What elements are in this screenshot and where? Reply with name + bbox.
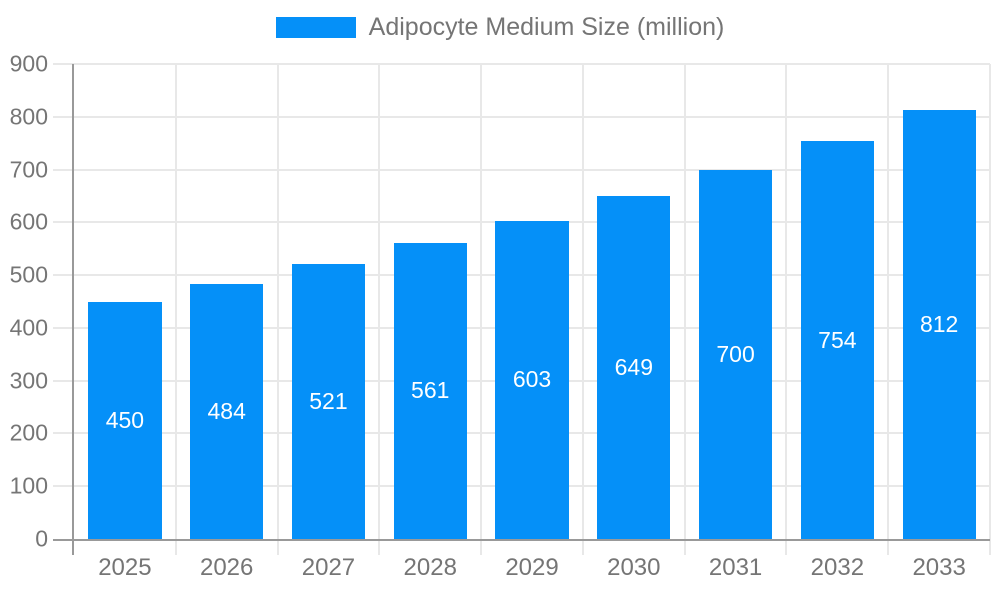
y-axis-tick-label: 200 [9,419,48,446]
x-axis-tick-label: 2033 [912,554,966,581]
y-axis-tick-label: 100 [9,472,48,499]
bar-slot: 754 [786,64,888,539]
x-axis-tick-label: 2030 [607,554,661,581]
y-axis-labels: 0 100 200 300 400 500 600 700 800 900 [0,52,52,550]
y-axis-tick-label: 600 [9,208,48,235]
x-axis-labels: 2025 2026 2027 2028 2029 2030 2031 2032 2033 [74,556,990,580]
y-axis-tick-label: 800 [9,103,48,130]
legend-label: Adipocyte Medium Size (million) [368,13,725,41]
h-gridline [53,168,990,171]
bar-slot: 812 [888,64,990,539]
x-axis-tick-label: 2031 [708,554,763,581]
x-axis-tick-label: 2025 [98,554,152,581]
x-axis-tick-label: 2026 [199,554,254,581]
y-axis-tick-label: 300 [9,367,48,394]
legend-item[interactable]: Adipocyte Medium Size (million) [275,13,725,42]
legend: Adipocyte Medium Size (million) [0,13,1000,42]
v-gridline [887,64,890,555]
v-gridline [683,64,686,555]
bar-value-label: 561 [411,377,450,404]
x-axis-tick-label: 2028 [403,554,457,581]
bar-value-label: 603 [512,366,552,393]
x-axis-line [53,539,990,541]
y-axis-tick-label: 700 [9,156,48,183]
v-gridline [378,64,381,555]
bar-slot: 521 [278,64,380,539]
legend-swatch-icon [275,17,356,38]
bar-value-label: 450 [105,406,145,433]
y-axis-tick-label: 500 [9,261,48,288]
bar-value-label: 649 [614,354,653,381]
bar-slot: 603 [481,64,583,539]
bar-value-label: 700 [716,340,755,367]
bar-value-label: 484 [207,397,246,424]
bar-value-label: 812 [919,311,959,338]
x-axis-tick-label: 2032 [810,554,865,581]
y-axis-tick-label: 0 [35,525,48,552]
bar-2025[interactable]: 450 [88,301,162,539]
y-axis-tick-label: 900 [9,50,48,77]
v-gridline [276,64,279,555]
bar-value-label: 754 [818,326,857,353]
h-gridline [53,63,990,65]
bar-2029[interactable]: 603 [495,220,569,539]
x-axis-tick-label: 2027 [301,554,356,581]
bar-slot: 450 [74,64,176,539]
v-gridline [480,64,483,555]
bar-slot: 484 [176,64,278,539]
v-gridline [989,64,991,555]
bar-slot: 561 [379,64,481,539]
bar-2030[interactable]: 649 [597,196,671,539]
bar-2033[interactable]: 812 [902,110,976,539]
bar-slot: 700 [685,64,787,539]
y-axis-line [72,64,74,555]
bar-2026[interactable]: 484 [190,283,264,539]
bar-2027[interactable]: 521 [291,264,366,539]
v-gridline [581,64,584,555]
v-gridline [785,64,788,555]
bar-2031[interactable]: 700 [698,169,773,539]
bar-value-label: 521 [309,388,348,415]
v-gridline [174,64,177,555]
plot-area: 0 100 200 300 400 500 600 700 800 900 450 484 521 56… [10,52,991,580]
y-axis-tick-label: 400 [9,314,48,341]
bar-2032[interactable]: 754 [800,141,874,539]
bars-group: 450 484 521 561 603 649 700 754 812 [74,64,990,539]
h-gridline [53,115,990,118]
bar-slot: 649 [583,64,685,539]
bar-2028[interactable]: 561 [393,242,467,539]
x-axis-tick-label: 2029 [505,554,559,581]
